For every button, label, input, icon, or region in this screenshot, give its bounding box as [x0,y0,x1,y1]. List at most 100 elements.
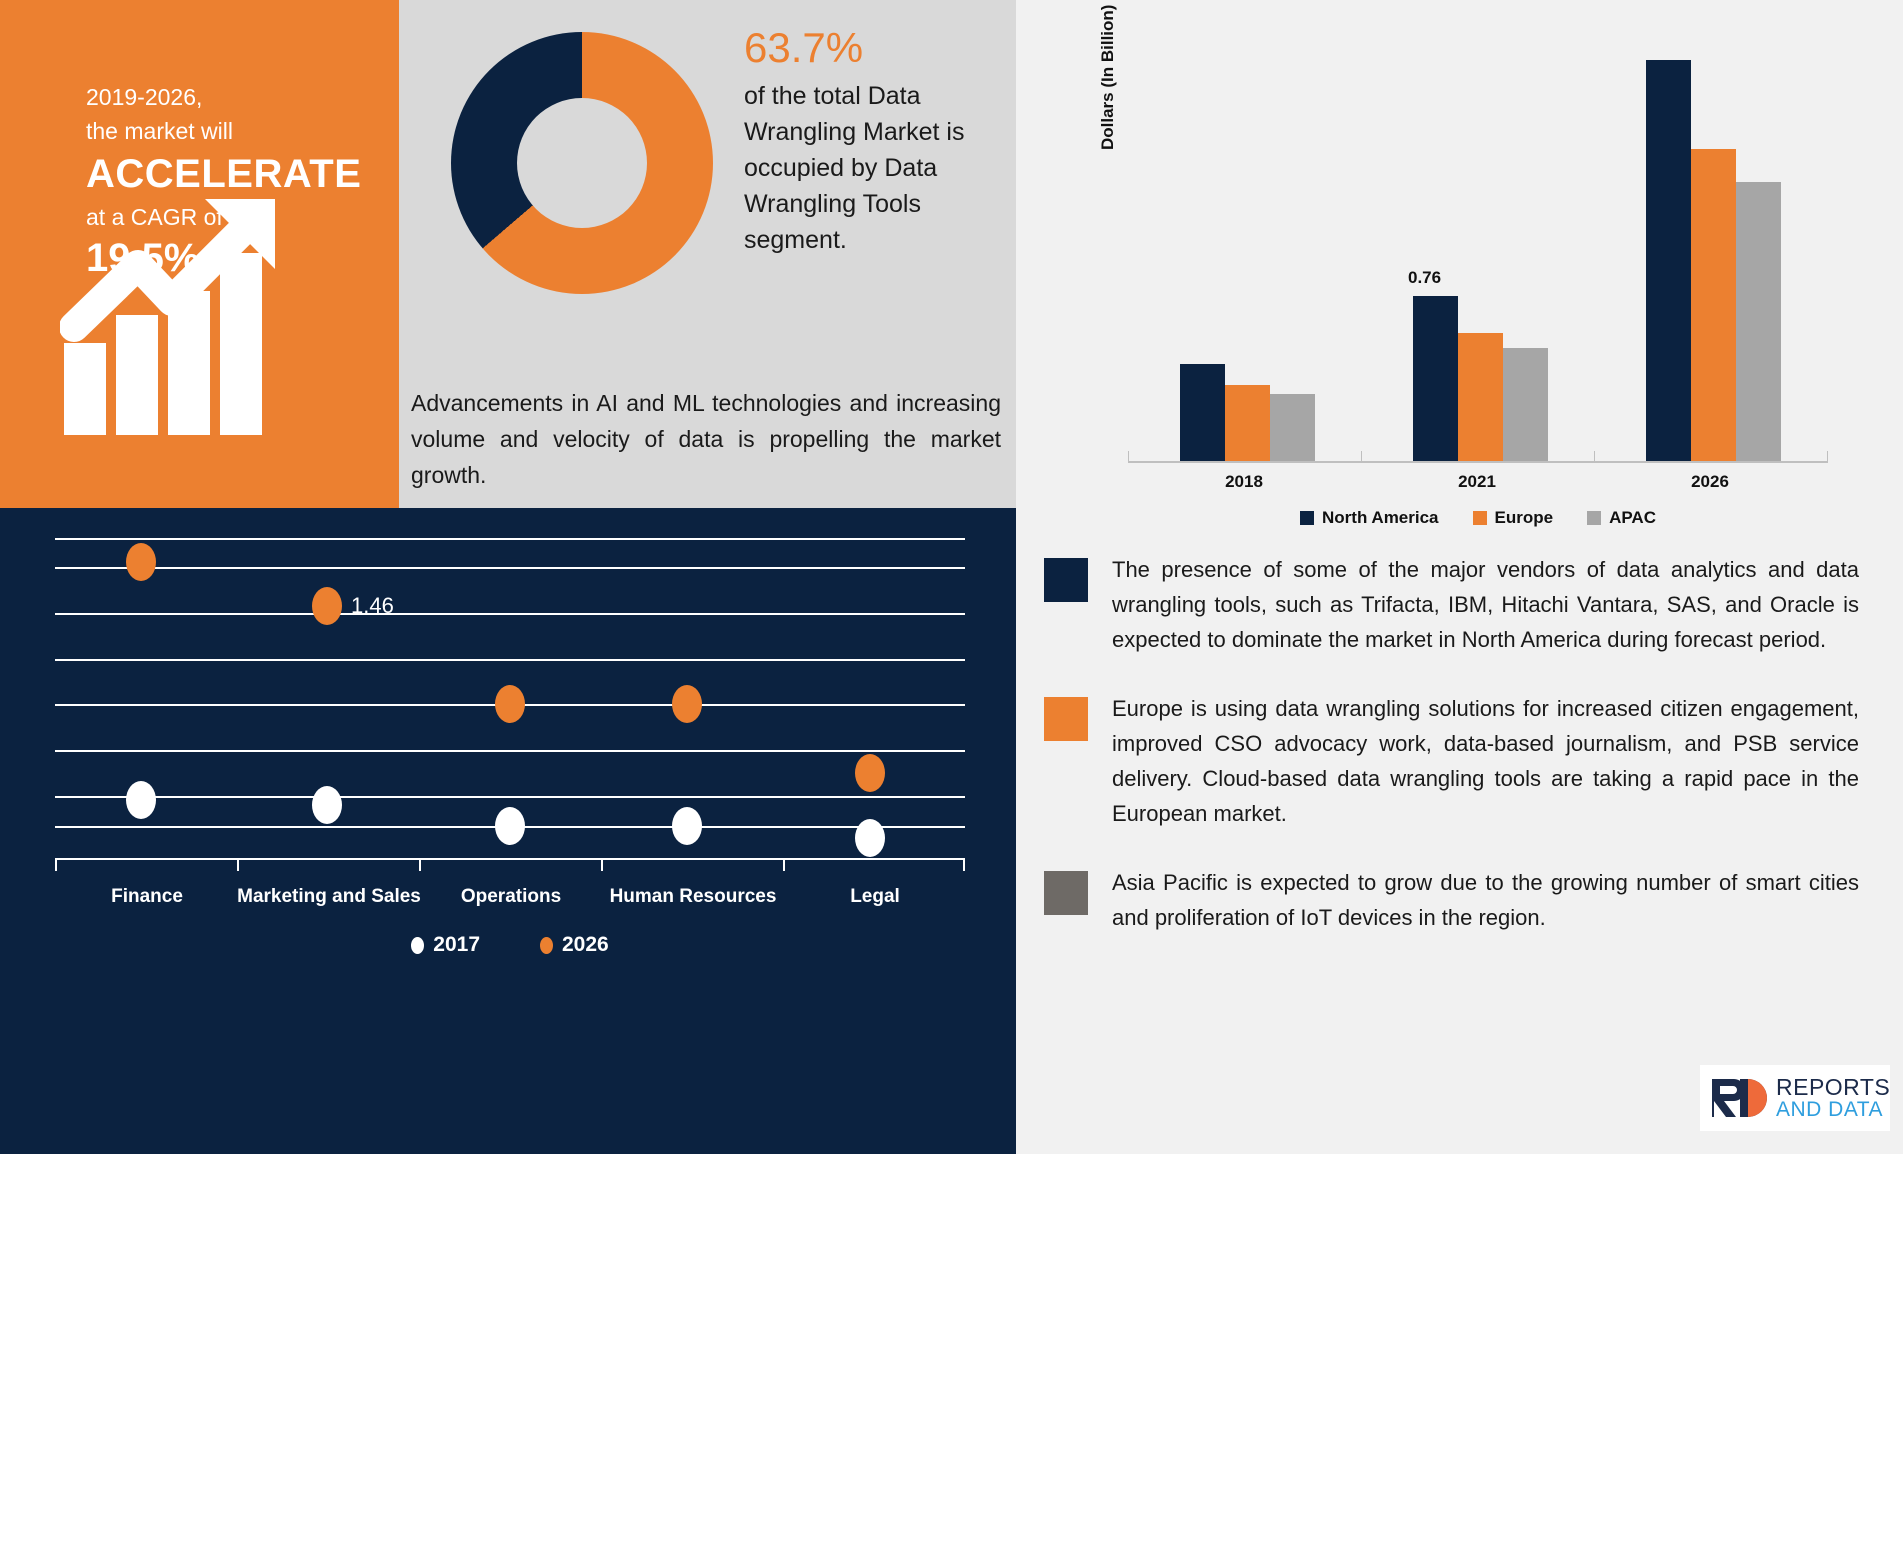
bar-group-2018 [1180,28,1315,461]
accelerate-period: 2019-2026, [86,84,203,110]
note-north-america: The presence of some of the major vendor… [1016,552,1903,657]
bar-axis-tick-1 [1361,451,1362,463]
gridline-6 [55,750,965,752]
dot-axis-tick-2 [419,858,421,871]
dot-legend-label-2017: 2017 [433,933,480,956]
europe-swatch [1044,697,1088,741]
dot-2026-human-resources [672,685,702,723]
note-apac: Asia Pacific is expected to grow due to … [1016,865,1903,935]
growth-arrow-bar-chart-icon [60,199,275,435]
dot-xlabel-legal: Legal [850,886,900,907]
note-text-europe: Europe is using data wrangling solutions… [1112,696,1859,826]
gridline-7 [55,796,965,798]
dot-axis-tick-3 [601,858,603,871]
note-text-north-america: The presence of some of the major vendor… [1112,557,1859,652]
legend-item-north-america: North America [1300,508,1439,528]
infographic-root: 2019-2026, the market will ACCELERATE at… [0,0,1903,1154]
legend-swatch-apac [1587,511,1602,525]
bar-chart-legend: North America Europe APAC [1128,508,1828,528]
finance-segment-bullet-text: Finance segment held the largest market … [66,1470,982,1538]
legend-item-europe: Europe [1472,508,1554,528]
accelerate-headline: ACCELERATE [86,152,362,196]
bar-2026-north-america [1646,60,1691,461]
dot-2017-marketing-and-sales [312,786,342,824]
dot-2026-operations [495,685,525,723]
gridline-4 [55,659,965,661]
bar-xlabel-2026: 2026 [1691,472,1729,491]
legend-label-apac: APAC [1609,508,1656,527]
accelerate-panel: 2019-2026, the market will ACCELERATE at… [0,0,399,508]
logo-wordmark: REPORTS AND DATA [1776,1073,1891,1122]
bar-axis-tick-end [1827,451,1828,463]
donut-percent: 63.7% [744,24,864,71]
bullet-marker-icon: • [42,1470,51,1497]
bar-chart-plot-area: 0.76 [1128,28,1828,463]
dot-2017-legal [855,819,885,857]
note-europe: Europe is using data wrangling solutions… [1016,691,1903,831]
donut-hole [517,98,647,228]
dot-data-label-marketing-2026: 1.46 [351,593,394,618]
bar-axis-tick-start [1128,451,1129,463]
dot-axis-tick-start [55,858,57,871]
dot-2026-marketing-and-sales [312,587,342,625]
reports-and-data-logo[interactable]: REPORTS AND DATA [1700,1065,1890,1131]
gridline-2 [55,567,965,569]
dot-plot-x-axis [55,858,965,860]
bar-2021-apac [1503,348,1548,461]
bar-chart-x-axis-labels: 2018 2021 2026 [1128,472,1828,498]
logo-line-1: REPORTS [1776,1073,1891,1100]
dot-2017-human-resources [672,807,702,845]
dot-legend-item-2017: 2017 [411,933,480,957]
dot-2017-finance [126,781,156,819]
dot-xlabel-marketing-and-sales: Marketing and Sales [237,886,421,907]
dot-axis-tick-4 [783,858,785,871]
dot-legend-swatch-2017 [411,936,425,954]
legend-swatch-north-america [1300,511,1314,525]
donut-panel: 63.7% of the total Data Wrangling Market… [399,0,1016,508]
dot-legend-swatch-2026 [540,936,553,954]
bar-2021-north-america [1413,296,1458,461]
bar-chart-y-axis-label: Dollars (In Billion) [1098,4,1117,150]
bar-2026-apac [1736,181,1781,461]
donut-description: of the total Data Wrangling Market is oc… [744,82,965,254]
rd-monogram-icon [1712,1079,1767,1117]
dot-xlabel-finance: Finance [111,886,183,907]
bar-2026-europe [1691,149,1736,461]
bar-2021-europe [1458,333,1503,461]
regional-notes-list: The presence of some of the major vendor… [1016,552,1903,969]
right-panel: Dollars (In Billion) [1016,0,1903,1154]
apac-swatch [1044,871,1088,915]
bar-xlabel-2021: 2021 [1458,472,1496,491]
dot-2017-operations [495,807,525,845]
accelerate-subtitle: the market will [86,118,233,144]
finance-segment-bullet: • Finance segment held the largest marke… [42,1463,982,1545]
note-text-apac: Asia Pacific is expected to grow due to … [1112,870,1859,930]
bar-2018-europe [1225,385,1270,461]
gridline-3 [55,613,965,615]
bar-data-label-2021-north-america: 0.76 [1408,267,1442,287]
donut-callout: 63.7% of the total Data Wrangling Market… [744,18,1004,258]
dot-plot-legend: 2017 2026 [55,933,965,957]
bar-2018-apac [1270,393,1315,461]
bar-group-2026 [1646,28,1781,461]
legend-label-europe: Europe [1494,508,1554,527]
legend-label-north-america: North America [1322,508,1439,527]
bar-xlabel-2018: 2018 [1225,472,1263,491]
segment-dot-plot: 1.46 [55,538,965,871]
dot-legend-item-2026: 2026 [540,933,609,957]
donut-chart [451,32,713,294]
legend-item-apac: APAC [1587,508,1656,528]
dot-xlabel-human-resources: Human Resources [609,886,777,907]
north-america-swatch [1044,558,1088,602]
dot-2026-finance [126,543,156,581]
segment-dot-plot-panel: 1.46 Finance Marketing and Sales Operati… [0,508,1016,1538]
bar-axis-tick-2 [1594,451,1595,463]
logo-line-2: AND DATA [1776,1098,1884,1122]
dot-xlabel-operations: Operations [460,886,562,907]
regional-bar-chart: Dollars (In Billion) [1016,0,1903,560]
dot-axis-tick-1 [237,858,239,871]
bar-2018-north-america [1180,363,1225,461]
gridline-1 [55,538,965,540]
dot-2026-legal [855,754,885,792]
legend-swatch-europe [1472,511,1487,525]
